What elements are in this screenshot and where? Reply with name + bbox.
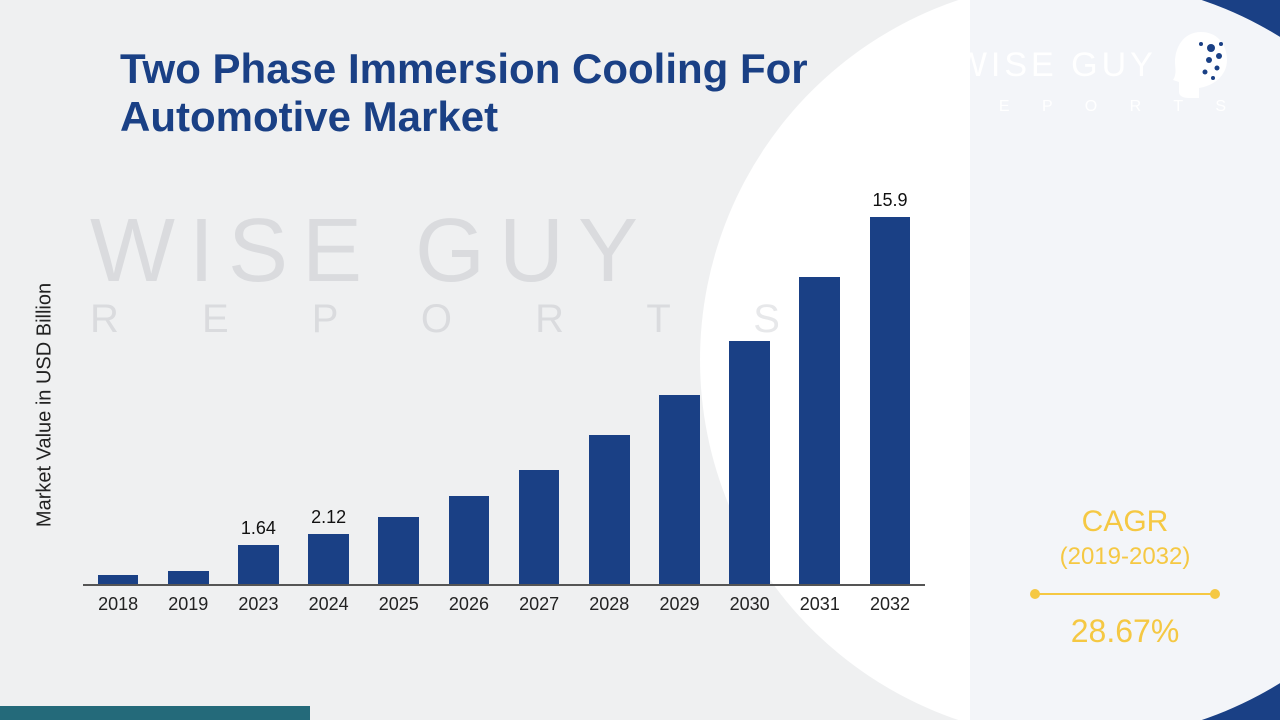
bar-slot: 2.12 — [294, 190, 364, 586]
x-tick-label: 2024 — [294, 586, 364, 620]
x-tick-label: 2030 — [715, 586, 785, 620]
x-tick-label: 2025 — [364, 586, 434, 620]
x-axis-labels: 2018201920232024202520262027202820292030… — [83, 586, 925, 620]
bar-slot — [83, 190, 153, 586]
page-title: Two Phase Immersion Cooling For Automoti… — [120, 45, 820, 142]
head-icon — [1169, 30, 1233, 100]
logo-text: WISE GUY — [955, 46, 1157, 85]
bar-rect — [589, 435, 630, 586]
bar-value-label: 15.9 — [872, 190, 907, 211]
bar-value-label: 1.64 — [241, 518, 276, 539]
bar-rect — [378, 517, 419, 586]
bar-rect — [519, 470, 560, 586]
x-tick-label: 2029 — [644, 586, 714, 620]
bar-slot — [715, 190, 785, 586]
bar-value-label: 2.12 — [311, 507, 346, 528]
bottom-accent-bar — [0, 706, 310, 720]
bar-rect — [238, 545, 279, 586]
bar-rect — [870, 217, 911, 586]
x-tick-label: 2027 — [504, 586, 574, 620]
x-tick-label: 2023 — [223, 586, 293, 620]
x-tick-label: 2019 — [153, 586, 223, 620]
bar-slot — [153, 190, 223, 586]
bar-slot: 15.9 — [855, 190, 925, 586]
x-tick-label: 2026 — [434, 586, 504, 620]
x-tick-label: 2031 — [785, 586, 855, 620]
cagr-value: 28.67% — [1010, 613, 1240, 650]
bar-slot — [574, 190, 644, 586]
cagr-range: (2019-2032) — [1010, 543, 1240, 571]
bar-slot — [434, 190, 504, 586]
bar-rect — [799, 277, 840, 586]
y-axis-label: Market Value in USD Billion — [34, 283, 57, 527]
bar-slot — [364, 190, 434, 586]
bar-slot — [504, 190, 574, 586]
bar-rect — [308, 534, 349, 586]
x-tick-label: 2028 — [574, 586, 644, 620]
bar-slot: 1.64 — [223, 190, 293, 586]
cagr-block: CAGR (2019-2032) 28.67% — [1010, 505, 1240, 650]
bar-rect — [729, 341, 770, 586]
x-tick-label: 2032 — [855, 586, 925, 620]
cagr-title: CAGR — [1010, 505, 1240, 539]
bars-container: 1.64 2.12 15.9 — [83, 190, 925, 586]
brand-logo: WISE GUY R E P O R T S — [955, 30, 1240, 116]
logo-main-row: WISE GUY — [955, 30, 1240, 100]
canvas: WISE GUY R E P O R T S Two Phase Immersi… — [0, 0, 1280, 720]
bar-rect — [449, 496, 490, 586]
cagr-divider — [1035, 593, 1215, 595]
x-tick-label: 2018 — [83, 586, 153, 620]
bar-chart: Market Value in USD Billion 1.642.1215.9… — [55, 190, 925, 620]
bar-slot — [785, 190, 855, 586]
logo-sub-text: R E P O R T S — [955, 98, 1240, 116]
bar-rect — [659, 395, 700, 586]
plot-area: 1.64 2.12 15.9 — [83, 190, 925, 586]
bar-slot — [644, 190, 714, 586]
